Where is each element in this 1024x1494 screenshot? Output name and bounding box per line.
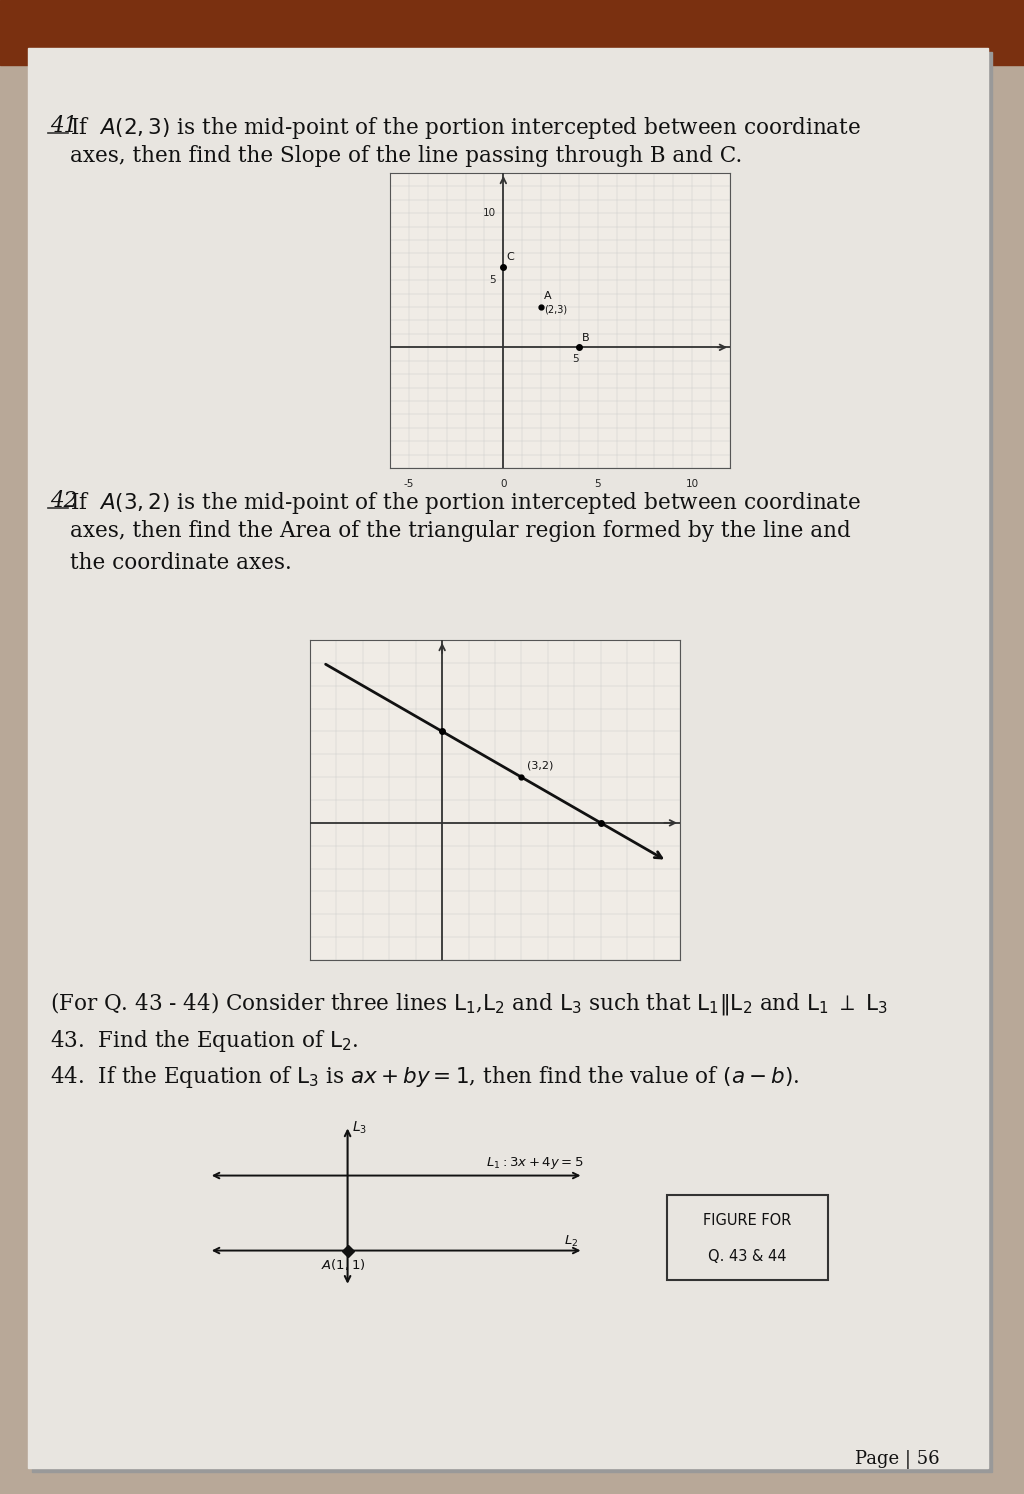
- Text: A: A: [544, 291, 552, 302]
- Text: 43.  Find the Equation of $\mathrm{L_2}$.: 43. Find the Equation of $\mathrm{L_2}$.: [50, 1028, 358, 1053]
- Text: FIGURE FOR: FIGURE FOR: [703, 1213, 792, 1228]
- Text: axes, then find the Slope of the line passing through B and C.: axes, then find the Slope of the line pa…: [70, 145, 742, 167]
- Text: 10: 10: [482, 208, 496, 218]
- Text: 5: 5: [571, 354, 579, 365]
- Text: 42: 42: [50, 490, 77, 512]
- Text: 5: 5: [489, 275, 496, 285]
- Text: $A(1,1)$: $A(1,1)$: [322, 1256, 366, 1271]
- Bar: [0, 0, 1024, 66]
- Text: If  $A(3,2)$ is the mid-point of the portion intercepted between coordinate: If $A(3,2)$ is the mid-point of the port…: [70, 490, 861, 515]
- Text: (For Q. 43 - 44) Consider three lines $\mathrm{L_1}$,$\mathrm{L_2}$ and $\mathrm: (For Q. 43 - 44) Consider three lines $\…: [50, 991, 888, 1017]
- Text: Page | 56: Page | 56: [855, 1451, 940, 1469]
- Text: $L_2$: $L_2$: [564, 1234, 579, 1249]
- Text: 41: 41: [50, 115, 77, 137]
- Text: -5: -5: [403, 478, 414, 489]
- Text: the coordinate axes.: the coordinate axes.: [70, 551, 292, 574]
- Text: (2,3): (2,3): [544, 305, 567, 314]
- Text: 10: 10: [686, 478, 698, 489]
- Text: If  $A(2,3)$ is the mid-point of the portion intercepted between coordinate: If $A(2,3)$ is the mid-point of the port…: [70, 115, 861, 140]
- Text: 0: 0: [500, 478, 507, 489]
- Text: $L_1: 3x+4y=5$: $L_1: 3x+4y=5$: [486, 1155, 584, 1171]
- Text: 44.  If the Equation of $\mathrm{L_3}$ is $ax+by=1$, then find the value of $(a-: 44. If the Equation of $\mathrm{L_3}$ is…: [50, 1064, 800, 1091]
- Text: Q. 43 & 44: Q. 43 & 44: [709, 1249, 786, 1264]
- Text: axes, then find the Area of the triangular region formed by the line and: axes, then find the Area of the triangul…: [70, 520, 851, 542]
- Text: (3,2): (3,2): [526, 760, 553, 769]
- Text: B: B: [582, 333, 590, 342]
- Text: 5: 5: [595, 478, 601, 489]
- Text: C: C: [506, 252, 514, 261]
- Text: $L_3$: $L_3$: [351, 1119, 367, 1135]
